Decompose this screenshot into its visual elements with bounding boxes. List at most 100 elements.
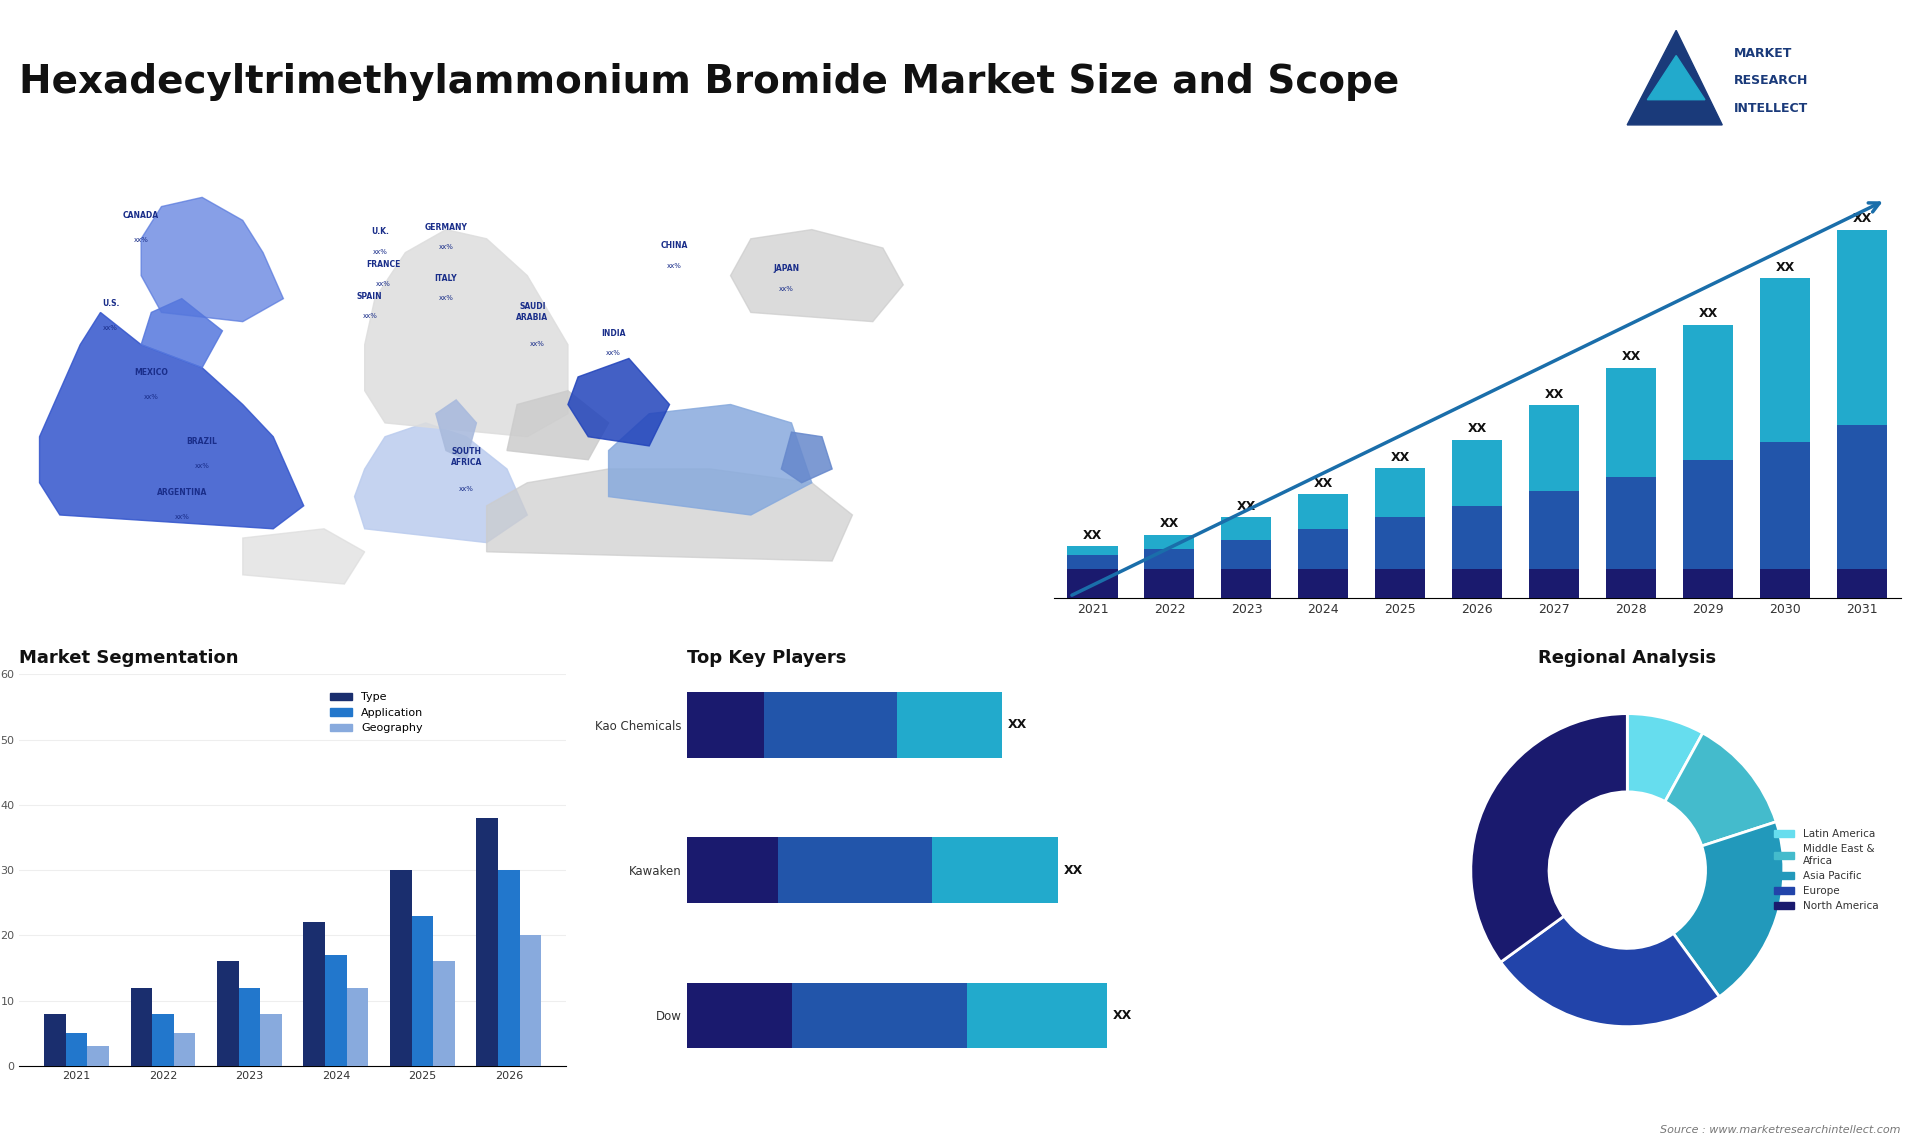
Bar [1068, 570, 1117, 598]
Bar [1298, 570, 1348, 598]
Bar [1837, 570, 1887, 598]
Bar [44, 1013, 65, 1066]
Text: ARGENTINA: ARGENTINA [157, 487, 207, 496]
Wedge shape [1471, 714, 1628, 963]
Text: xx%: xx% [144, 394, 159, 400]
Text: xx%: xx% [363, 313, 376, 320]
Bar [1530, 570, 1580, 598]
Bar [1298, 494, 1348, 528]
Text: SAUDI
ARABIA: SAUDI ARABIA [516, 303, 549, 322]
Text: MARKET: MARKET [1734, 47, 1791, 60]
Text: xx%: xx% [372, 249, 388, 254]
Bar [687, 982, 791, 1047]
Bar [65, 1034, 86, 1066]
Bar [476, 818, 497, 1066]
Bar [390, 870, 411, 1066]
Polygon shape [1628, 31, 1722, 125]
Text: MEXICO: MEXICO [134, 368, 169, 377]
Bar [778, 838, 931, 903]
Bar [1761, 442, 1811, 570]
Wedge shape [1674, 822, 1784, 997]
Bar [434, 961, 455, 1066]
Text: INDIA: INDIA [601, 329, 626, 338]
Text: XX: XX [1114, 1008, 1133, 1022]
Legend: Type, Application, Geography: Type, Application, Geography [326, 688, 428, 738]
Text: XX: XX [1546, 387, 1565, 401]
Text: xx%: xx% [438, 295, 453, 301]
Bar [1221, 517, 1271, 540]
Bar [687, 838, 778, 903]
Text: SPAIN: SPAIN [357, 292, 382, 301]
Bar [497, 870, 520, 1066]
Text: xx%: xx% [530, 342, 545, 347]
Text: XX: XX [1083, 528, 1102, 542]
Polygon shape [142, 299, 223, 368]
Bar [1068, 545, 1117, 555]
Bar [520, 935, 541, 1066]
Polygon shape [355, 423, 528, 542]
Bar [348, 988, 369, 1066]
Text: FRANCE: FRANCE [367, 260, 399, 268]
Text: xx%: xx% [438, 244, 453, 250]
Bar [1607, 368, 1657, 477]
Polygon shape [436, 400, 476, 460]
Polygon shape [40, 313, 303, 528]
Bar [764, 692, 897, 758]
Bar [411, 916, 434, 1066]
Polygon shape [730, 229, 902, 322]
Text: XX: XX [1390, 452, 1409, 464]
Bar [175, 1034, 196, 1066]
Wedge shape [1501, 916, 1718, 1027]
Bar [1761, 570, 1811, 598]
Bar [1221, 540, 1271, 570]
Title: Regional Analysis: Regional Analysis [1538, 650, 1716, 667]
Text: ITALY: ITALY [434, 274, 457, 283]
Text: xx%: xx% [666, 262, 682, 268]
Text: Hexadecyltrimethylammonium Bromide Market Size and Scope: Hexadecyltrimethylammonium Bromide Marke… [19, 63, 1400, 101]
Text: xx%: xx% [459, 486, 474, 492]
Text: XX: XX [1008, 719, 1027, 731]
Bar [86, 1046, 109, 1066]
Bar [303, 923, 324, 1066]
Bar [1144, 534, 1194, 549]
Text: XX: XX [1776, 261, 1795, 274]
Bar [1607, 570, 1657, 598]
Bar [217, 961, 238, 1066]
Bar [1068, 555, 1117, 570]
Bar [1684, 460, 1734, 570]
Bar [687, 692, 764, 758]
Bar [1375, 469, 1425, 517]
Bar [261, 1013, 282, 1066]
Text: XX: XX [1160, 517, 1179, 531]
Bar [1375, 517, 1425, 570]
Text: XX: XX [1236, 500, 1256, 513]
Bar [1452, 505, 1503, 570]
Wedge shape [1665, 733, 1776, 846]
Polygon shape [142, 197, 284, 322]
Text: INTELLECT: INTELLECT [1734, 102, 1809, 116]
Bar [791, 982, 968, 1047]
Polygon shape [1647, 56, 1705, 100]
Text: Market Segmentation: Market Segmentation [19, 650, 238, 667]
Text: xx%: xx% [194, 463, 209, 469]
Text: xx%: xx% [780, 285, 793, 292]
Bar [1144, 549, 1194, 570]
Text: xx%: xx% [376, 281, 390, 288]
Bar [1837, 425, 1887, 570]
Bar [1375, 570, 1425, 598]
Text: BRAZIL: BRAZIL [186, 437, 217, 446]
Bar [931, 838, 1058, 903]
Text: xx%: xx% [104, 324, 119, 331]
Polygon shape [486, 469, 852, 562]
Text: CHINA: CHINA [660, 242, 687, 250]
Bar [1530, 492, 1580, 570]
Bar [1221, 570, 1271, 598]
Text: xx%: xx% [607, 351, 620, 356]
Polygon shape [507, 391, 609, 460]
Legend: Latin America, Middle East &
Africa, Asia Pacific, Europe, North America: Latin America, Middle East & Africa, Asi… [1770, 825, 1884, 916]
Text: U.K.: U.K. [371, 228, 390, 236]
Bar [1684, 570, 1734, 598]
Polygon shape [781, 432, 831, 482]
Text: CANADA: CANADA [123, 211, 159, 220]
Polygon shape [242, 528, 365, 584]
